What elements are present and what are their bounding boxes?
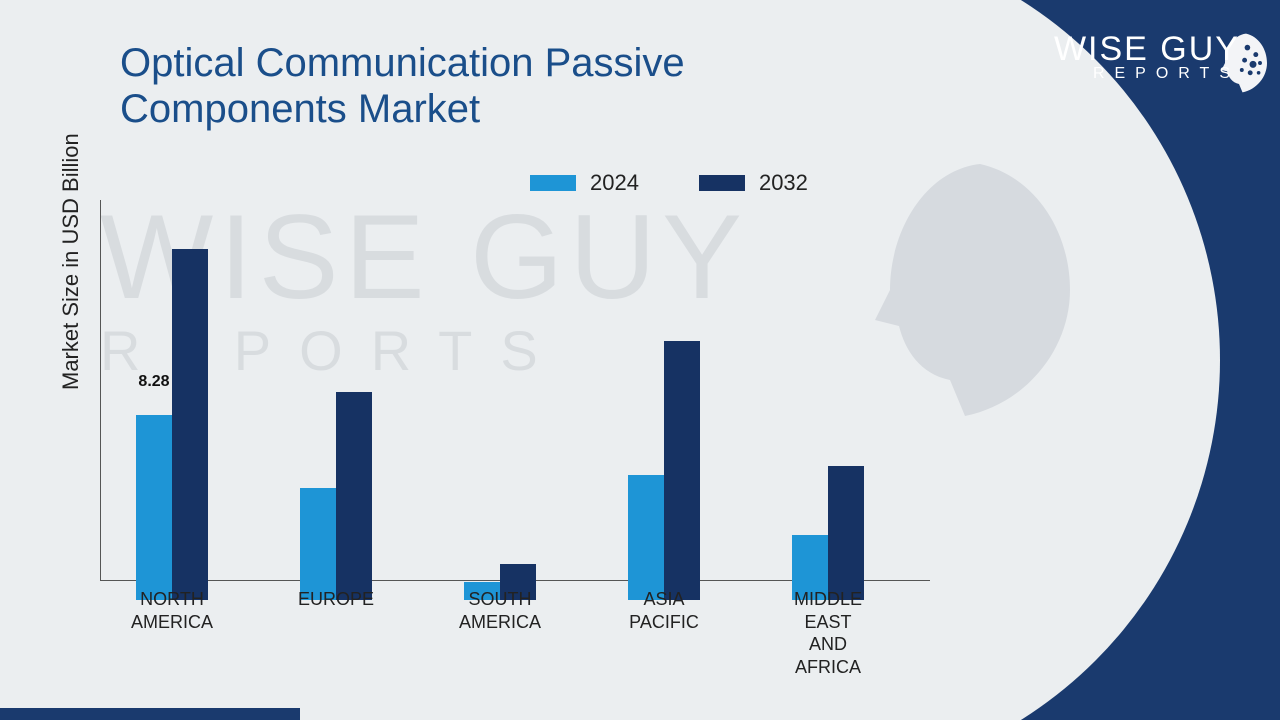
legend: 2024 2032 <box>530 170 808 196</box>
legend-item-2024: 2024 <box>530 170 639 196</box>
bar-2024 <box>628 475 664 600</box>
bar-2032 <box>336 392 372 600</box>
logo-line1: WISE GUY <box>1054 30 1240 69</box>
bar-2024 <box>300 488 336 600</box>
legend-swatch-2032 <box>699 175 745 191</box>
legend-item-2032: 2032 <box>699 170 808 196</box>
bar-2032 <box>172 249 208 600</box>
y-axis-line <box>100 200 101 580</box>
bar-chart: 8.28NORTHAMERICAEUROPESOUTHAMERICAASIAPA… <box>100 200 950 600</box>
bar-2032 <box>828 466 864 600</box>
bar-2024 <box>136 415 172 600</box>
category-label: ASIAPACIFIC <box>594 588 734 633</box>
category-label: MIDDLEEASTANDAFRICA <box>758 588 898 678</box>
legend-label-2024: 2024 <box>590 170 639 196</box>
legend-label-2032: 2032 <box>759 170 808 196</box>
legend-swatch-2024 <box>530 175 576 191</box>
category-label: NORTHAMERICA <box>102 588 242 633</box>
footer-accent-bar <box>0 708 300 720</box>
category-label: EUROPE <box>266 588 406 611</box>
bar-2032 <box>664 341 700 600</box>
y-axis-label: Market Size in USD Billion <box>58 133 84 390</box>
category-label: SOUTHAMERICA <box>430 588 570 633</box>
brand-logo: WISE GUY REPORTS <box>1054 30 1240 83</box>
chart-title: Optical Communication Passive Components… <box>120 40 760 132</box>
chart-card: WISE GUY REPORTS Optical Communication P… <box>0 0 1280 720</box>
